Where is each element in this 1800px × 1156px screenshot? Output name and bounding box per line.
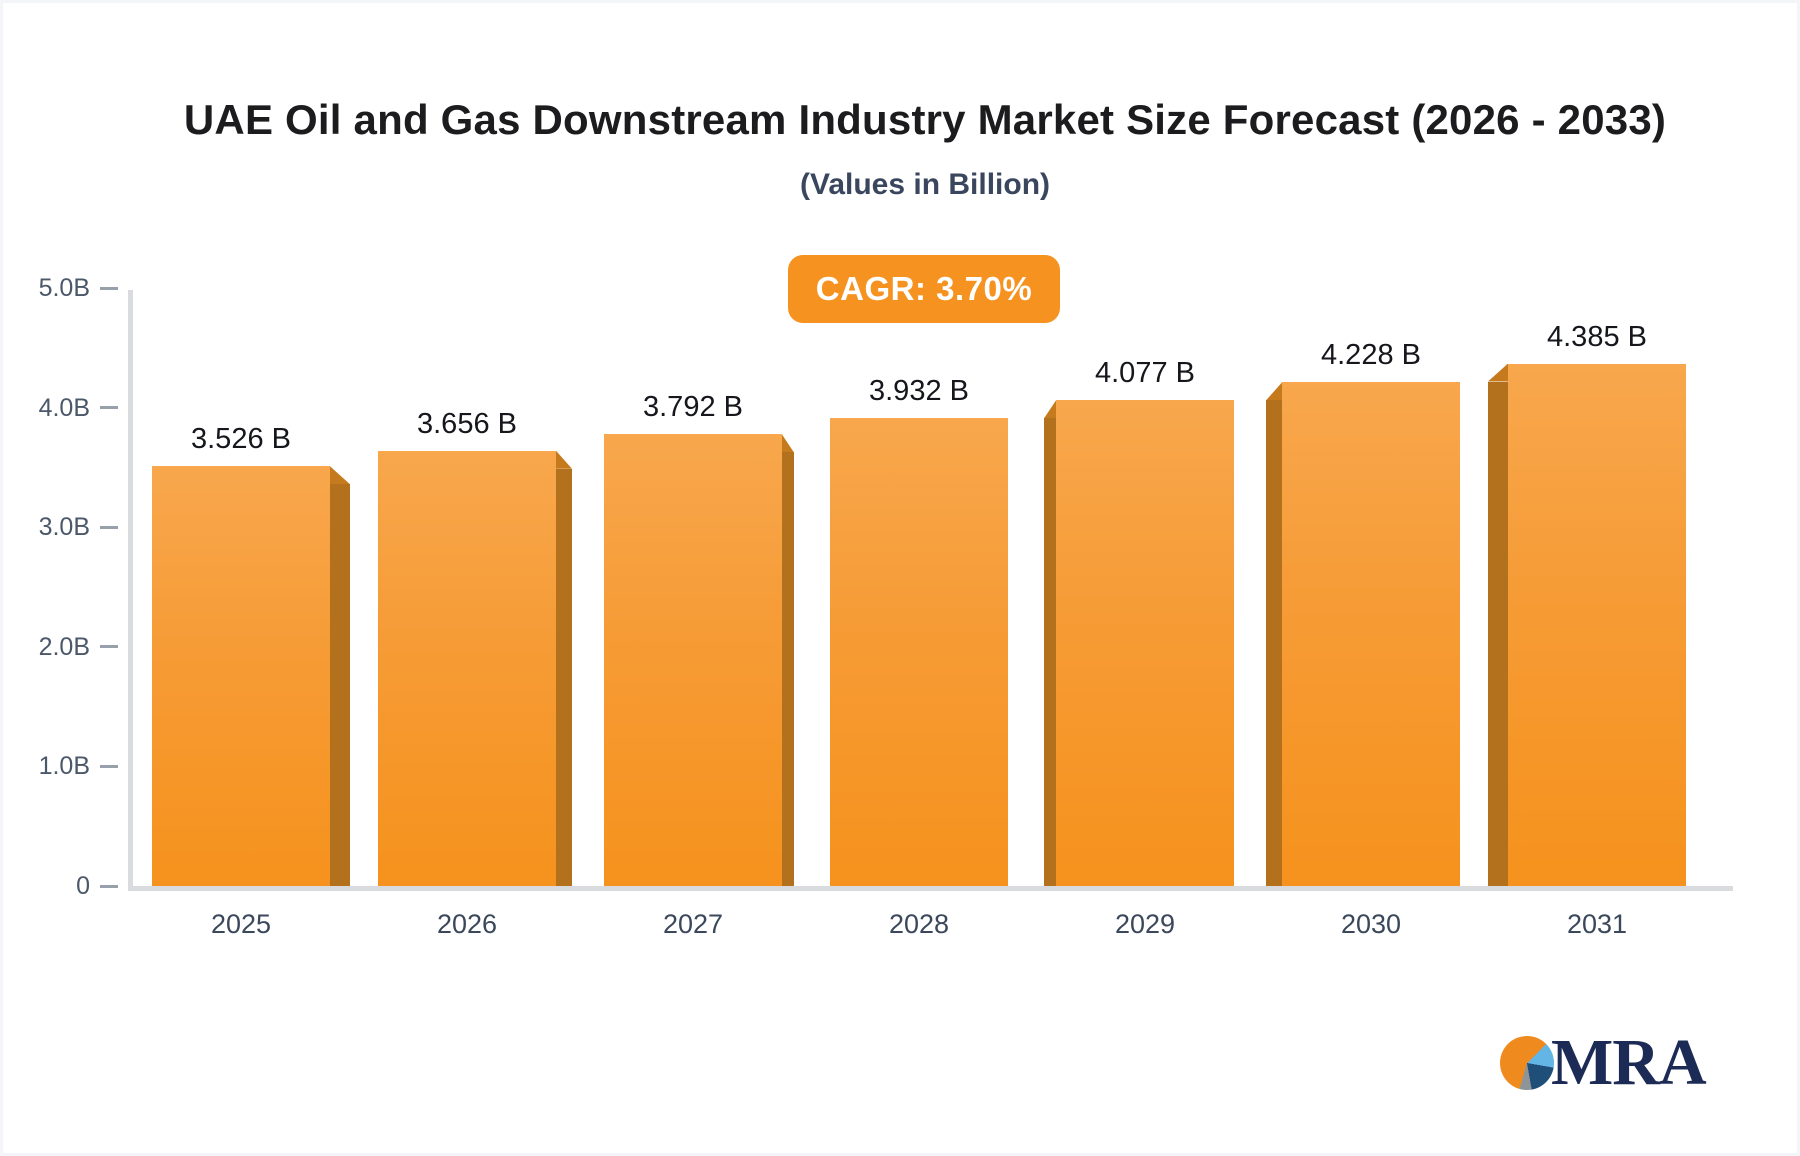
- bar-side-face: [1044, 418, 1056, 888]
- y-axis-tick-label: 4.0B: [38, 393, 90, 422]
- y-axis-tick-label: 2.0B: [38, 632, 90, 661]
- bar-side-face: [330, 484, 350, 888]
- bar-top-bevel: [330, 466, 350, 485]
- bar-value-label: 4.385 B: [1547, 320, 1647, 353]
- x-axis-category-label: 2031: [1566, 909, 1628, 939]
- bar-top-bevel: [556, 450, 572, 469]
- y-axis-tick-mark: [100, 525, 118, 529]
- y-axis-tick-mark: [100, 884, 118, 888]
- bar-front-face[interactable]: [604, 434, 782, 888]
- pie-chart-logo-icon: [1500, 1036, 1554, 1090]
- chart-title: UAE Oil and Gas Downstream Industry Mark…: [183, 96, 1667, 143]
- cagr-badge-label: CAGR: 3.70%: [815, 270, 1033, 307]
- bar-top-bevel: [1488, 363, 1508, 382]
- bar-side-face: [556, 468, 572, 888]
- bar-value-label: 4.228 B: [1321, 339, 1421, 372]
- y-axis-tick-label: 0: [76, 872, 90, 900]
- x-axis-category-label: 2028: [888, 909, 950, 939]
- bar-front-face[interactable]: [378, 450, 556, 888]
- y-axis-tick-mark: [100, 645, 118, 649]
- bar-front-face[interactable]: [1282, 382, 1460, 888]
- x-axis-category-label: 2026: [436, 909, 498, 939]
- y-axis-tick-mark: [100, 406, 118, 410]
- bar-2025[interactable]: [152, 466, 350, 888]
- bar-value-label: 3.656 B: [417, 407, 517, 440]
- bar-side-face: [1488, 381, 1508, 888]
- bar-value-label: 3.932 B: [869, 374, 969, 407]
- bar-value-label: 4.077 B: [1095, 357, 1195, 390]
- cagr-badge: CAGR: 3.70%: [788, 255, 1060, 323]
- bar-2029[interactable]: [1044, 400, 1234, 888]
- y-axis-line: [128, 290, 133, 891]
- brand-name: MRA: [1551, 1026, 1707, 1099]
- y-axis-tick-mark: [100, 764, 118, 768]
- brand-logo: MRA: [1500, 1026, 1707, 1099]
- bar-front-face[interactable]: [830, 417, 1008, 888]
- x-axis-category-label: 2030: [1340, 909, 1402, 939]
- x-axis-category-label: 2027: [662, 909, 724, 939]
- bar-2026[interactable]: [378, 450, 572, 888]
- bar-side-face: [1266, 400, 1282, 888]
- chart-subtitle: (Values in Billion): [799, 168, 1051, 201]
- y-axis-tick-label: 5.0B: [38, 274, 90, 302]
- bar-value-label: 3.792 B: [643, 391, 743, 424]
- y-axis-tick-mark: [100, 286, 118, 290]
- bar-front-face[interactable]: [152, 466, 330, 888]
- x-axis-category-label: 2025: [210, 909, 272, 939]
- y-axis-tick-label: 1.0B: [38, 752, 90, 781]
- bar-front-face[interactable]: [1508, 363, 1686, 888]
- bar-top-bevel: [1044, 400, 1056, 419]
- bar-2028[interactable]: [830, 417, 1008, 888]
- bar-front-face[interactable]: [1056, 400, 1234, 888]
- x-axis-line: [128, 886, 1733, 891]
- y-axis-tick-label: 3.0B: [38, 513, 90, 542]
- x-axis-category-label: 2029: [1114, 909, 1176, 939]
- bar-2027[interactable]: [604, 434, 794, 888]
- bar-value-label: 3.526 B: [191, 423, 291, 456]
- bar-top-bevel: [1266, 382, 1282, 401]
- bar-top-bevel: [782, 434, 794, 453]
- bar-side-face: [782, 452, 794, 888]
- bar-2030[interactable]: [1266, 382, 1460, 888]
- bar-2031[interactable]: [1488, 363, 1686, 888]
